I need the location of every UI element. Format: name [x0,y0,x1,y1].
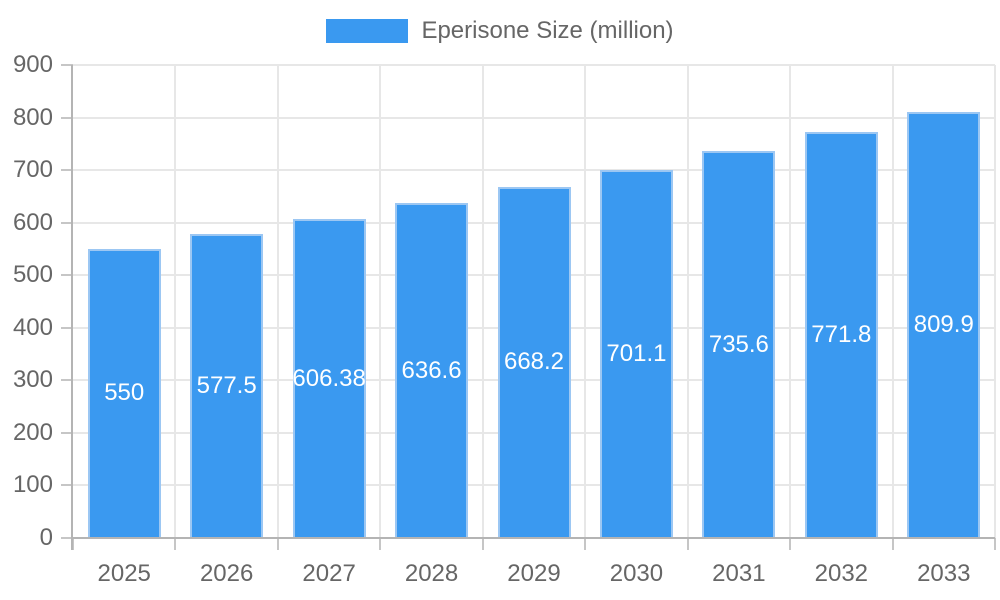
x-axis-label-2031: 2031 [712,560,766,587]
y-axis-label-400: 400 [12,313,53,341]
x-axis-label-2029: 2029 [507,560,561,587]
legend-swatch [326,19,409,43]
y-tick-0 [61,537,73,539]
bar-value-label-2025: 550 [104,379,145,407]
bar-2032[interactable] [804,132,878,538]
gridline-x-8 [891,65,894,538]
y-tick-700 [61,169,73,172]
y-axis-label-200: 200 [12,418,53,446]
gridline-x-9 [994,65,996,538]
y-axis-label-600: 600 [12,208,53,236]
y-tick-500 [61,274,73,277]
gridline-x-4 [481,65,484,538]
x-axis-line [71,537,995,539]
bar-2028[interactable] [395,203,469,538]
bar-value-label-2031: 735.6 [708,330,769,358]
y-axis-label-300: 300 [12,366,53,394]
x-tick-3 [379,538,382,550]
bar-value-label-2032: 771.8 [811,321,872,349]
y-tick-200 [61,431,73,434]
y-tick-400 [61,326,73,329]
y-axis-label-0: 0 [39,524,53,551]
bar-2030[interactable] [599,169,673,538]
x-axis-label-2025: 2025 [97,560,151,587]
x-tick-5 [584,538,587,550]
y-axis-label-900: 900 [12,51,53,78]
x-tick-4 [481,538,484,550]
bar-value-label-2030: 701.1 [606,339,667,367]
x-tick-0 [72,538,74,550]
legend-item[interactable]: Eperisone Size (million) [0,17,1000,45]
legend-label: Eperisone Size (million) [421,17,674,44]
y-axis-label-500: 500 [12,261,53,289]
y-axis-label-700: 700 [12,156,53,184]
x-axis-label-2028: 2028 [404,560,459,587]
x-axis-label-2033: 2033 [917,560,971,587]
gridline-x-2 [276,65,279,538]
bar-2033[interactable] [907,112,981,538]
gridline-x-1 [174,65,177,538]
bar-value-label-2026: 577.5 [196,372,257,400]
bar-value-label-2027: 606.38 [292,364,366,392]
x-axis-label-2032: 2032 [814,560,869,587]
y-tick-100 [61,484,73,487]
bar-2026[interactable] [190,234,264,538]
gridline-x-6 [686,65,689,538]
x-axis-label-2026: 2026 [199,560,254,587]
x-tick-6 [686,538,689,550]
gridline-y-700 [73,169,995,172]
x-tick-7 [789,538,792,550]
bar-value-label-2033: 809.9 [913,311,974,339]
bar-value-label-2028: 636.6 [401,356,462,384]
x-axis-label-2027: 2027 [302,560,356,587]
y-tick-300 [61,379,73,382]
bar-value-label-2029: 668.2 [503,348,565,376]
y-axis-label-800: 800 [12,103,53,131]
y-tick-800 [61,116,73,119]
gridline-y-900 [73,64,995,66]
y-axis-line [71,65,73,550]
x-tick-1 [174,538,177,550]
gridline-x-5 [584,65,587,538]
bar-2031[interactable] [702,151,776,538]
bar-2027[interactable] [292,219,366,538]
y-tick-600 [61,221,73,224]
y-axis-label-100: 100 [12,471,53,499]
gridline-y-800 [73,116,995,119]
x-tick-9 [994,538,996,550]
gridline-x-7 [789,65,792,538]
gridline-x-3 [379,65,382,538]
x-axis-label-2030: 2030 [609,560,664,587]
x-tick-2 [276,538,279,550]
bar-2029[interactable] [497,186,571,538]
x-tick-8 [891,538,894,550]
y-tick-900 [61,64,73,66]
bar-2025[interactable] [87,248,161,538]
